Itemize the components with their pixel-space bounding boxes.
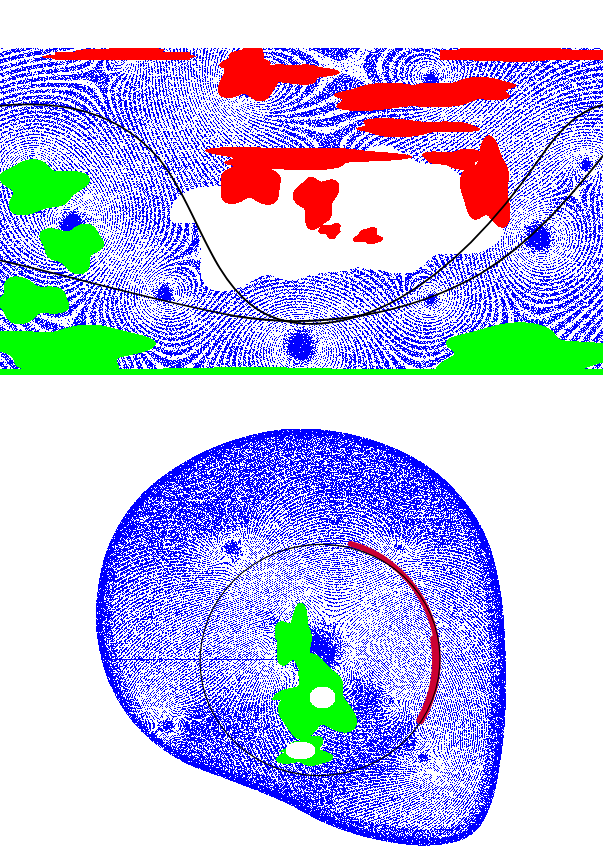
lower-panel [0, 425, 603, 850]
upper-panel-canvas [0, 48, 603, 375]
upper-panel [0, 48, 603, 375]
lower-panel-canvas [0, 425, 603, 850]
